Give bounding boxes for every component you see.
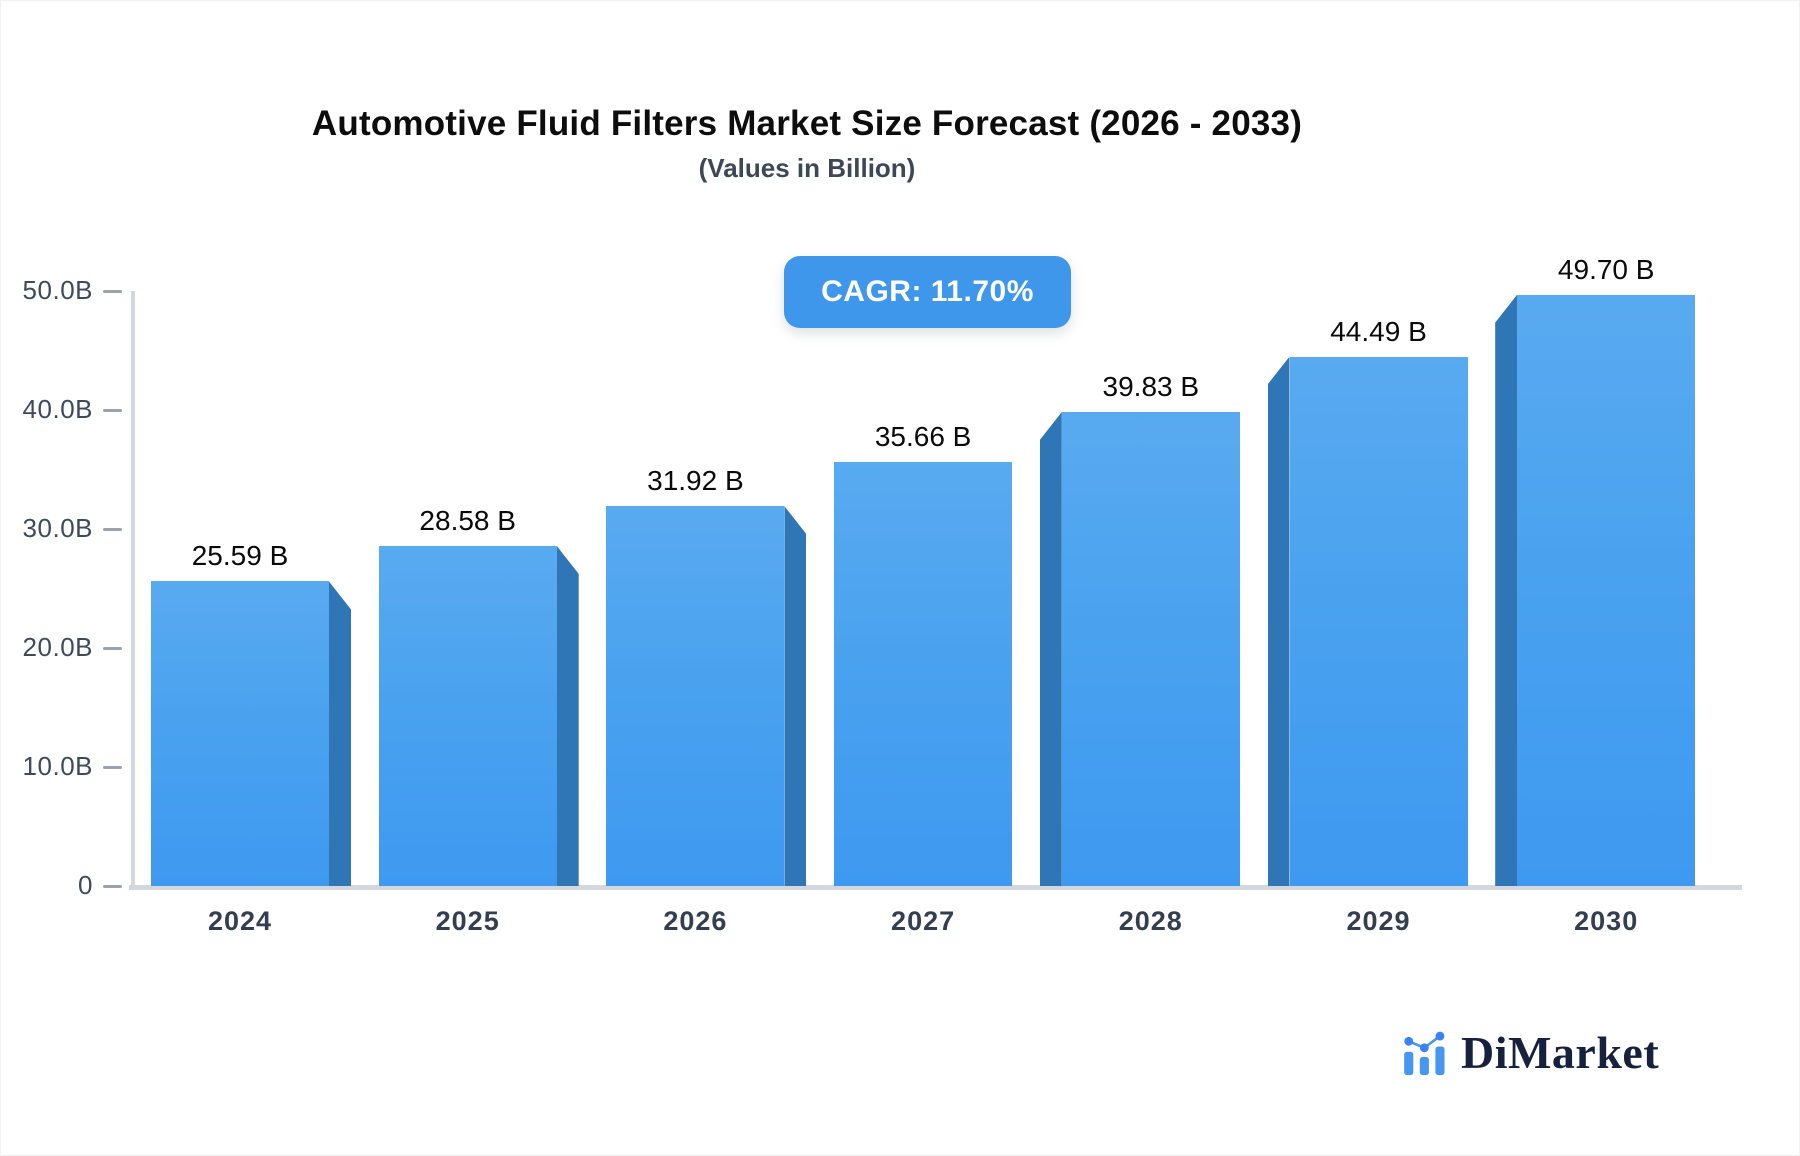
bar bbox=[1289, 356, 1468, 886]
x-axis-label: 2030 bbox=[1574, 906, 1639, 936]
x-axis-line bbox=[129, 885, 1742, 890]
bar bbox=[151, 581, 329, 886]
bar-side bbox=[784, 506, 807, 886]
bar bbox=[606, 506, 785, 886]
x-axis-label: 2029 bbox=[1346, 906, 1411, 936]
page-title: Automotive Fluid Filters Market Size For… bbox=[311, 104, 1303, 143]
x-axis-label: 2025 bbox=[435, 906, 500, 936]
brand-name: DiMarket bbox=[1461, 1027, 1660, 1078]
y-axis-label: 20.0B bbox=[22, 632, 93, 662]
bar bbox=[378, 545, 557, 886]
y-axis-label: 30.0B bbox=[22, 513, 93, 543]
y-axis-line bbox=[131, 291, 135, 888]
bar bbox=[834, 461, 1013, 886]
bar-side bbox=[1267, 356, 1290, 886]
chart-subtitle: (Values in Billion) bbox=[698, 153, 916, 183]
bar-value-label: 44.49 B bbox=[1330, 315, 1427, 347]
y-axis-tick bbox=[103, 884, 122, 888]
x-axis-label: 2027 bbox=[891, 906, 956, 936]
x-axis-label: 2024 bbox=[207, 906, 273, 936]
bar-side bbox=[1495, 294, 1518, 886]
y-axis-tick bbox=[103, 646, 122, 650]
bar-chart-trend-icon bbox=[1399, 1027, 1451, 1079]
y-axis-tick bbox=[103, 408, 122, 412]
cagr-badge-label: CAGR: 11.70% bbox=[821, 275, 1034, 308]
bar-value-label: 39.83 B bbox=[1102, 371, 1200, 403]
brand-logo: DiMarket bbox=[1399, 1026, 1659, 1079]
bar-side bbox=[1039, 412, 1062, 886]
y-axis-label: 40.0B bbox=[22, 394, 93, 424]
y-axis-label: 0 bbox=[78, 870, 93, 900]
y-axis-tick bbox=[103, 765, 122, 769]
bar-value-label: 31.92 B bbox=[647, 465, 744, 497]
y-axis-label: 50.0B bbox=[22, 275, 93, 305]
bar-side bbox=[556, 545, 579, 886]
cagr-badge: CAGR: 11.70% bbox=[784, 256, 1071, 328]
bar-value-label: 49.70 B bbox=[1557, 253, 1655, 285]
x-axis-label: 2026 bbox=[663, 906, 728, 936]
bar bbox=[1517, 294, 1696, 886]
y-axis-tick bbox=[103, 527, 122, 531]
y-axis-label: 10.0B bbox=[22, 751, 93, 781]
x-axis-label: 2028 bbox=[1118, 906, 1183, 936]
bar-value-label: 25.59 B bbox=[191, 540, 289, 572]
bar-value-label: 35.66 B bbox=[874, 420, 972, 452]
y-axis-tick bbox=[103, 289, 122, 293]
bar-value-label: 28.58 B bbox=[419, 504, 516, 536]
bar-side bbox=[329, 581, 351, 886]
bar bbox=[1061, 412, 1240, 886]
